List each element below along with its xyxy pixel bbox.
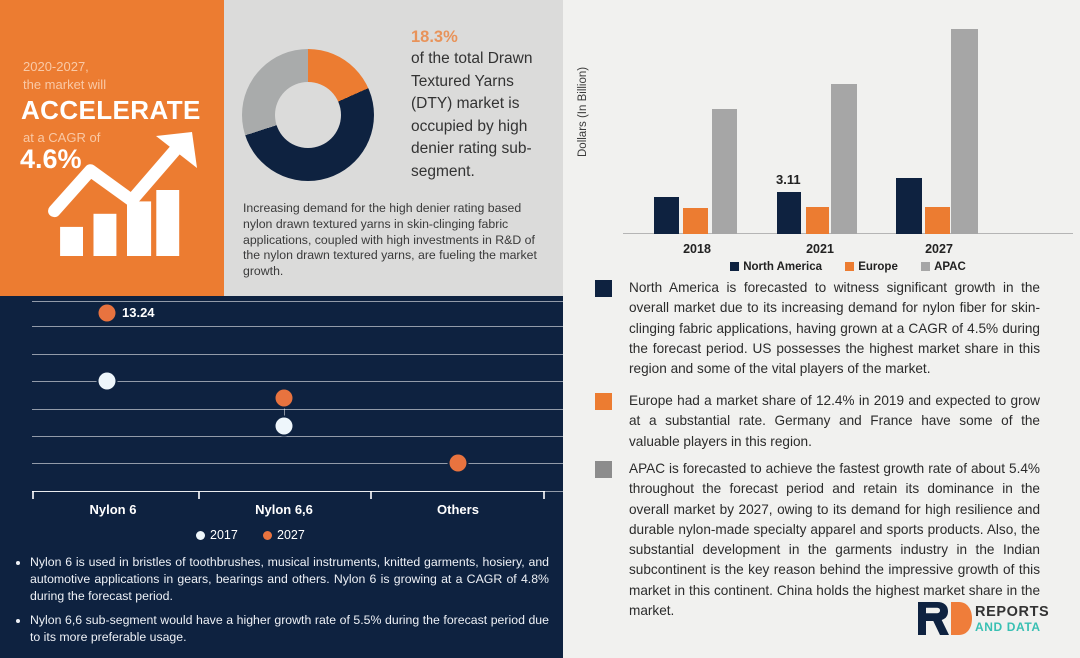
svg-text:REPORTS: REPORTS	[975, 604, 1049, 620]
svg-text:AND DATA: AND DATA	[975, 620, 1041, 634]
